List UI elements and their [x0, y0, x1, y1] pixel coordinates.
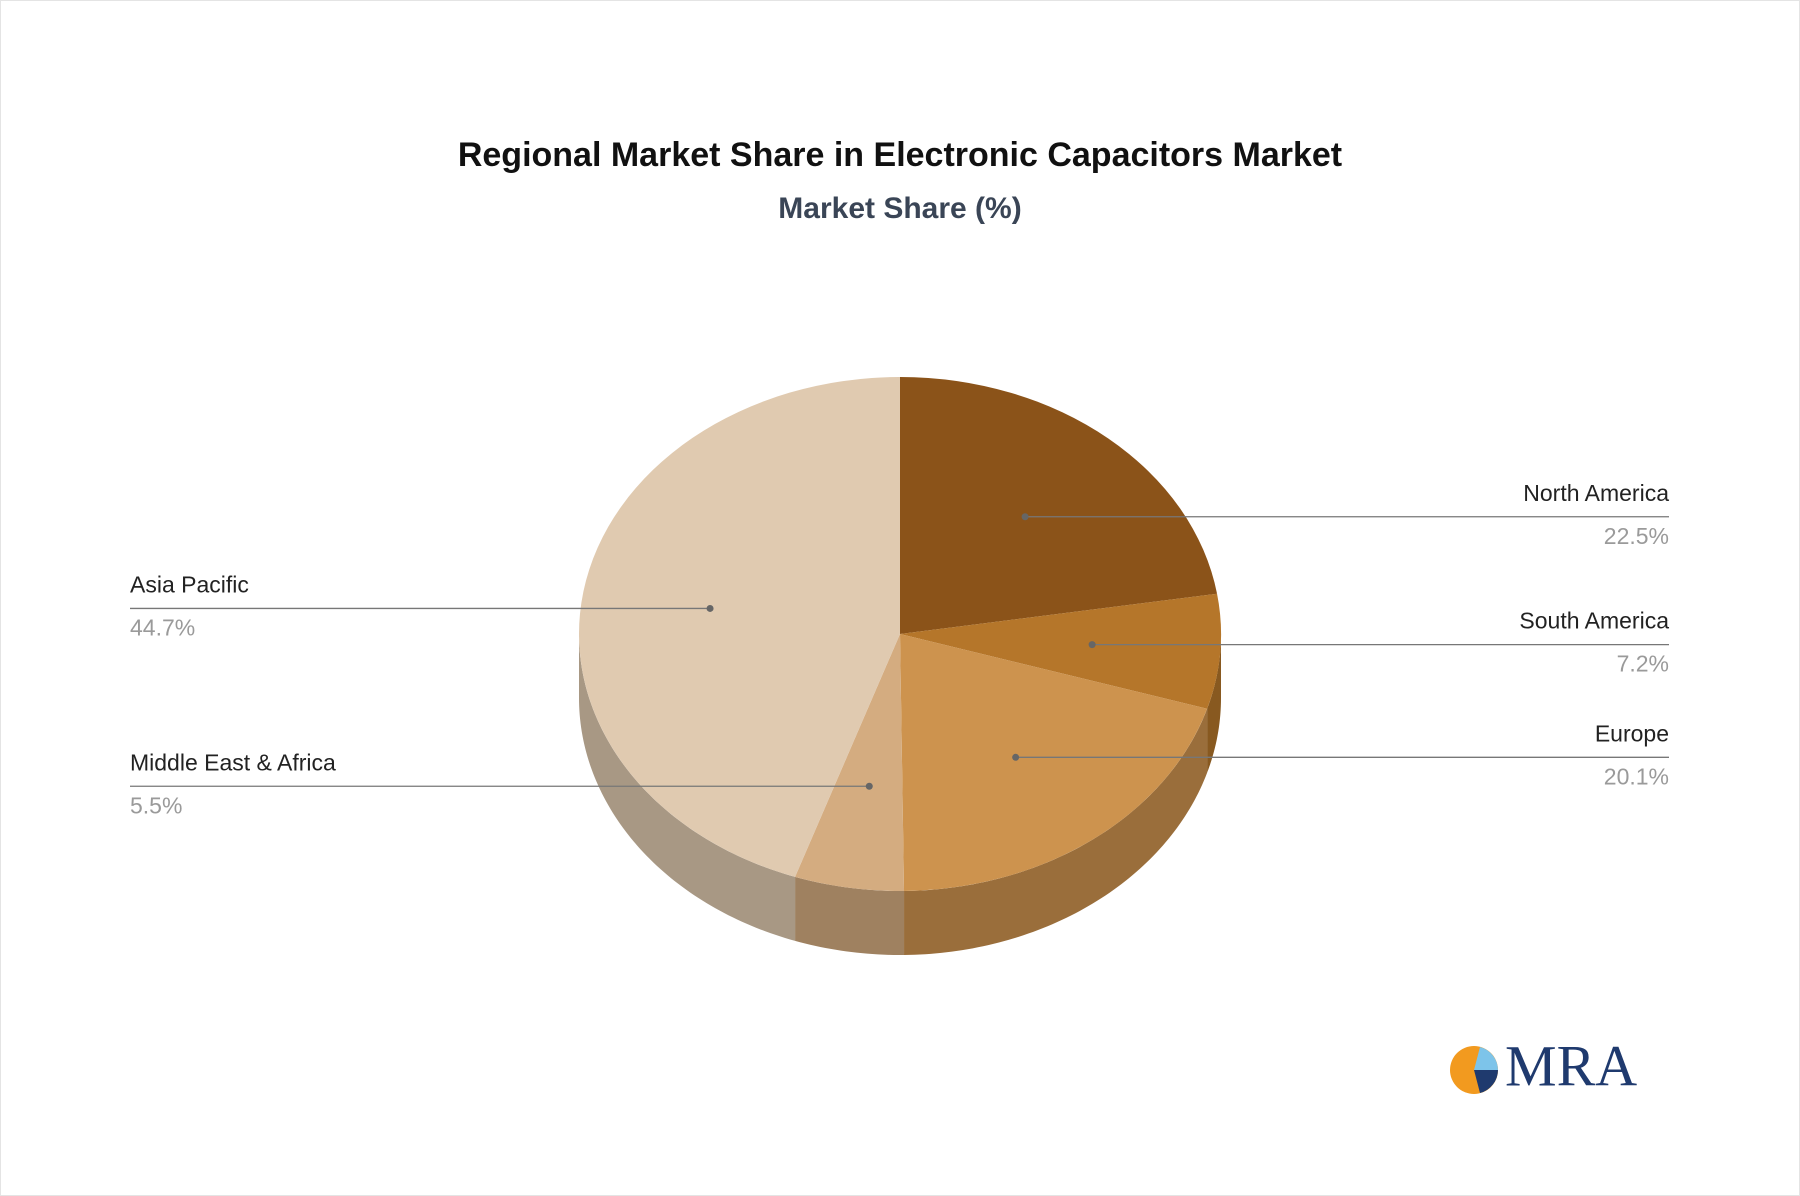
slice-side — [904, 708, 1208, 955]
legend-label: Asia Pacific — [130, 572, 249, 598]
leader-dot — [1088, 641, 1096, 649]
legend-label: Middle East & Africa — [130, 749, 336, 775]
slice — [795, 634, 905, 892]
slice-side — [579, 634, 796, 941]
data-label: 5.5% — [130, 792, 182, 818]
data-label: 20.1% — [1604, 763, 1669, 789]
logo: MRA — [1450, 1033, 1637, 1098]
legend-label: South America — [1519, 608, 1669, 634]
chart-subtitle: Market Share (%) — [778, 192, 1021, 225]
legend-label: North America — [1523, 480, 1669, 506]
leader-dot — [706, 604, 714, 612]
slice-side — [795, 876, 905, 955]
legend-label: Europe — [1595, 720, 1669, 746]
slice — [579, 377, 900, 877]
logo-wedge — [1474, 1047, 1498, 1070]
leader-dot — [865, 782, 873, 790]
data-label: 22.5% — [1604, 523, 1669, 549]
slice — [900, 593, 1221, 709]
logo-text: MRA — [1505, 1033, 1637, 1098]
slice-side — [1207, 634, 1221, 773]
slice — [900, 634, 1208, 891]
chart-title: Regional Market Share in Electronic Capa… — [458, 136, 1342, 174]
slice — [900, 377, 1218, 634]
data-label: 7.2% — [1617, 651, 1669, 677]
logo-wedge — [1474, 1070, 1498, 1093]
data-label: 44.7% — [130, 615, 195, 641]
leader-dot — [1021, 513, 1029, 521]
leader-dot — [1012, 753, 1020, 761]
